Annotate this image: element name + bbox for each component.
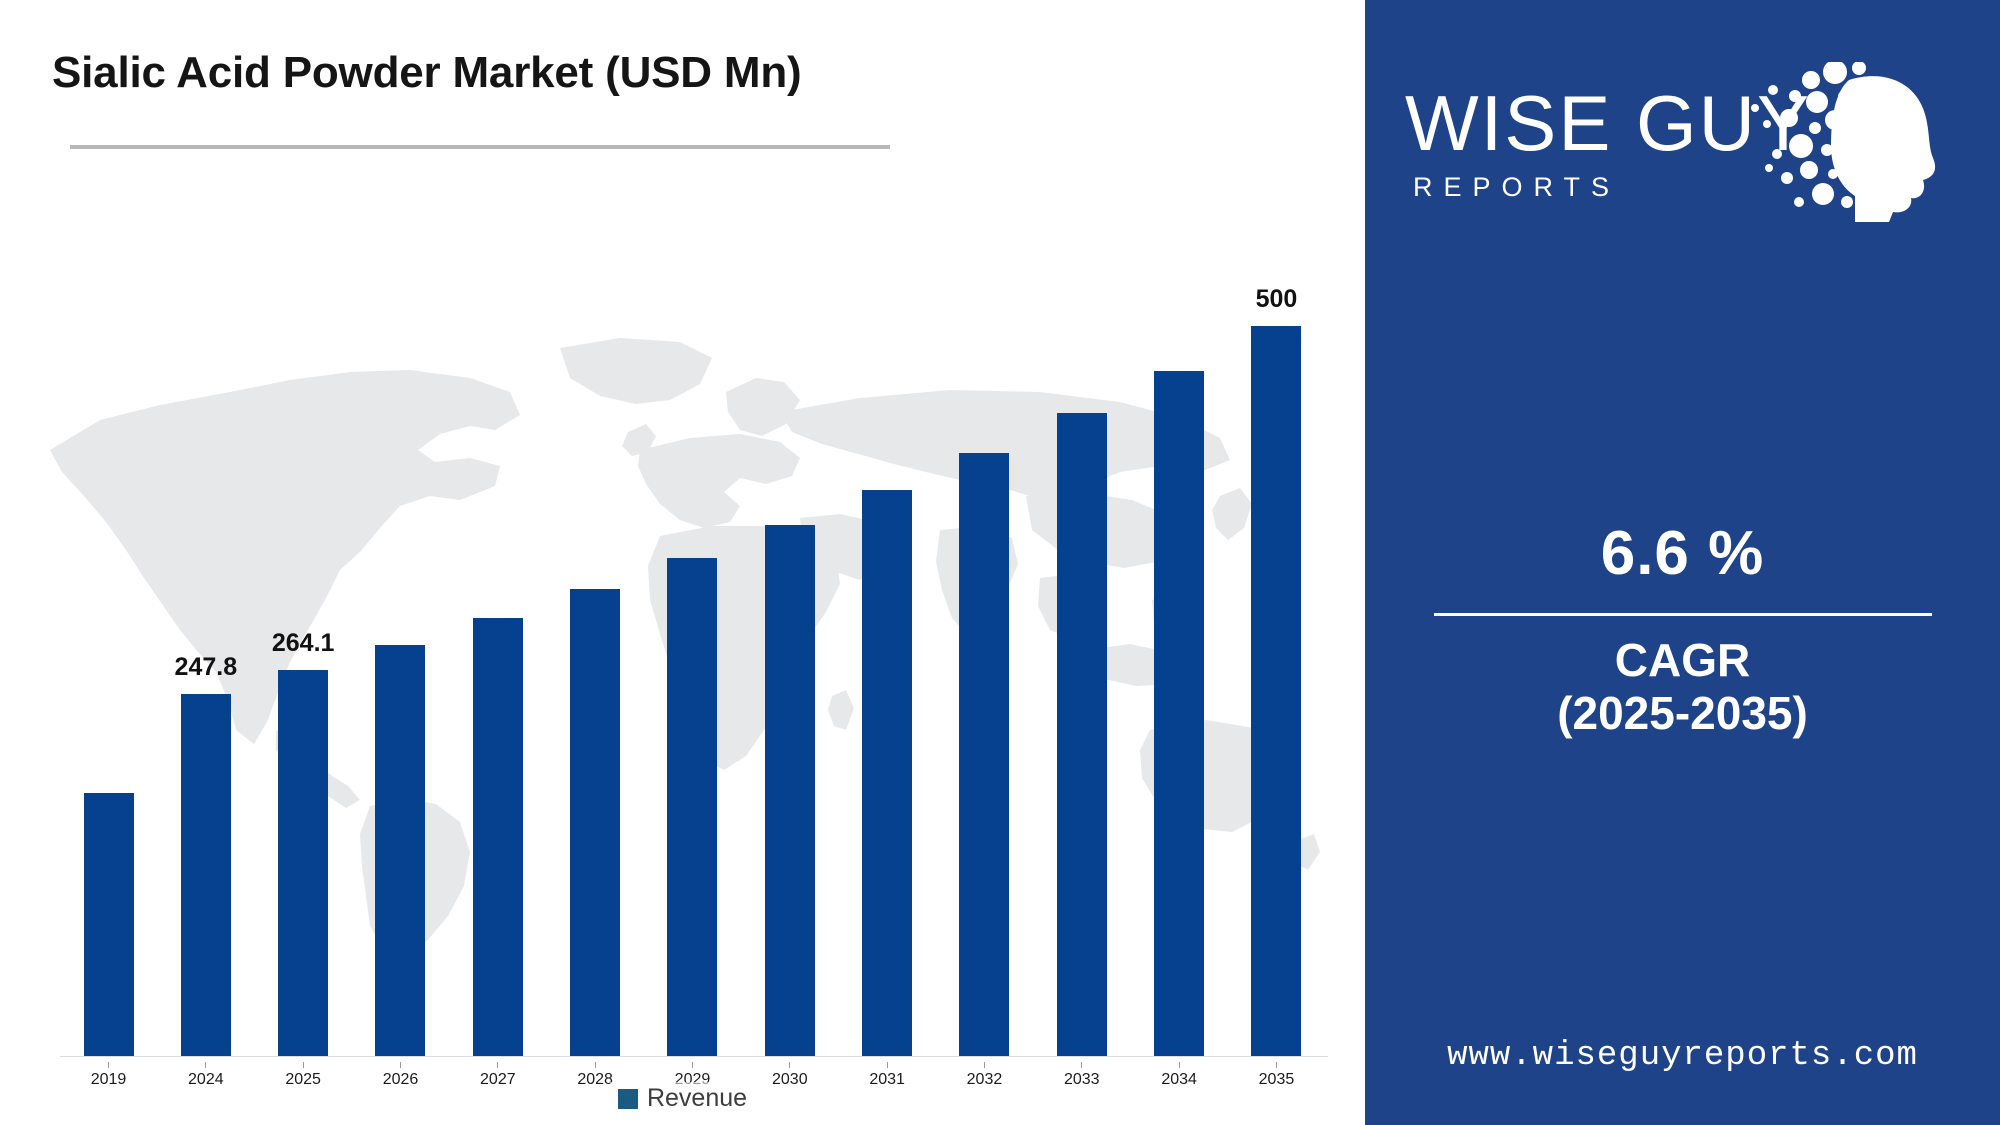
bar-rect-2025	[278, 670, 329, 1056]
x-tick-label: 2033	[1063, 1071, 1100, 1088]
x-tick-label: 2028	[577, 1071, 613, 1088]
bar-2031[interactable]	[839, 260, 936, 1056]
bar-2030[interactable]	[741, 260, 838, 1056]
x-tick-label: 2035	[1258, 1071, 1295, 1088]
tick-mark	[205, 1062, 207, 1068]
legend-item-revenue[interactable]: Revenue	[609, 1082, 756, 1115]
legend-swatch-icon	[617, 1088, 638, 1109]
x-axis-line	[60, 1056, 1328, 1057]
cagr-block: 6.6 % CAGR (2025-2035)	[1365, 519, 2000, 740]
bar-value-2024: 247.8	[174, 653, 238, 681]
bar-rect-2027	[472, 618, 523, 1056]
chart-legend: Revenue	[0, 1082, 1365, 1115]
bar-chart-plot: 247.8 264.1	[0, 260, 1365, 1115]
x-axis-labels: 2019 2024 2025 2026 2027	[60, 1062, 1325, 1089]
bar-rect-2026	[375, 645, 426, 1056]
x-tick-2034: 2034	[1131, 1062, 1228, 1089]
tick-mark	[1178, 1062, 1180, 1068]
x-tick-2027: 2027	[449, 1062, 546, 1089]
title-divider	[70, 145, 890, 149]
x-tick-2025: 2025	[255, 1062, 352, 1089]
x-tick-2032: 2032	[936, 1062, 1033, 1089]
tick-mark	[302, 1062, 304, 1068]
bars-container: 247.8 264.1	[60, 260, 1325, 1056]
bar-rect-2029	[667, 558, 718, 1056]
brand-panel: WISE GUY REPORTS	[1365, 0, 2000, 1125]
bar-2034[interactable]	[1131, 260, 1228, 1056]
x-tick-2035: 2035	[1228, 1062, 1325, 1089]
bar-rect-2032	[959, 453, 1010, 1056]
bar-2029[interactable]	[644, 260, 741, 1056]
wiseguy-logo: WISE GUY REPORTS	[1365, 62, 2000, 222]
x-tick-2030: 2030	[741, 1062, 838, 1089]
tick-mark	[1081, 1062, 1083, 1068]
x-tick-2026: 2026	[352, 1062, 449, 1089]
x-tick-2019: 2019	[60, 1062, 157, 1089]
x-tick-label: 2024	[188, 1071, 224, 1088]
x-tick-label: 2019	[90, 1071, 127, 1088]
tick-mark	[108, 1062, 109, 1068]
bar-rect-2033	[1056, 413, 1107, 1056]
cagr-period: (2025-2035)	[1557, 687, 1808, 740]
tick-mark	[886, 1062, 888, 1068]
bar-2024[interactable]: 247.8	[157, 260, 254, 1056]
bar-value-2025: 264.1	[271, 629, 335, 657]
bar-rect-2024	[180, 694, 231, 1056]
x-tick-label: 2027	[480, 1071, 516, 1088]
bar-2035[interactable]: 500	[1228, 260, 1325, 1056]
bar-rect-2034	[1154, 371, 1205, 1056]
page-title: Sialic Acid Powder Market (USD Mn)	[52, 48, 802, 97]
x-tick-label: 2025	[285, 1071, 321, 1088]
x-tick-label: 2034	[1161, 1071, 1197, 1088]
tick-mark	[1275, 1062, 1277, 1068]
website-url[interactable]: www.wiseguyreports.com	[1447, 1037, 1918, 1075]
legend-label: Revenue	[646, 1084, 748, 1112]
chart-panel: Sialic Acid Powder Market (USD Mn)	[0, 48, 1365, 1115]
cagr-value: 6.6 %	[1600, 519, 1765, 588]
cagr-divider	[1433, 613, 1932, 617]
x-tick-2024: 2024	[157, 1062, 254, 1089]
x-tick-2033: 2033	[1033, 1062, 1130, 1089]
bar-2026[interactable]	[352, 260, 449, 1056]
x-tick-label: 2032	[966, 1071, 1003, 1088]
x-tick-label: 2030	[772, 1071, 808, 1088]
x-tick-label: 2026	[382, 1071, 419, 1088]
svg-text:WISE GUY: WISE GUY	[1405, 79, 1811, 167]
svg-text:REPORTS: REPORTS	[1413, 172, 1620, 202]
x-tick-2028: 2028	[547, 1062, 644, 1089]
bar-2033[interactable]	[1033, 260, 1130, 1056]
tick-mark	[789, 1062, 791, 1068]
x-tick-label: 2031	[869, 1071, 905, 1088]
tick-mark	[399, 1062, 401, 1068]
tick-mark	[594, 1062, 596, 1068]
bar-rect-2019	[83, 793, 134, 1056]
bar-rect-2030	[764, 525, 815, 1056]
cagr-label: CAGR	[1614, 634, 1751, 687]
bar-rect-2028	[570, 589, 621, 1056]
bar-2032[interactable]	[936, 260, 1033, 1056]
bar-2028[interactable]	[547, 260, 644, 1056]
bar-rect-2035	[1251, 326, 1302, 1056]
bar-2019[interactable]	[60, 260, 157, 1056]
bar-2027[interactable]	[449, 260, 546, 1056]
tick-mark	[691, 1062, 693, 1068]
bar-rect-2031	[862, 490, 913, 1056]
tick-mark	[983, 1062, 985, 1068]
tick-mark	[497, 1062, 499, 1068]
x-tick-2031: 2031	[839, 1062, 936, 1089]
bar-value-2035: 500	[1255, 285, 1298, 313]
bar-2025[interactable]: 264.1	[255, 260, 352, 1056]
